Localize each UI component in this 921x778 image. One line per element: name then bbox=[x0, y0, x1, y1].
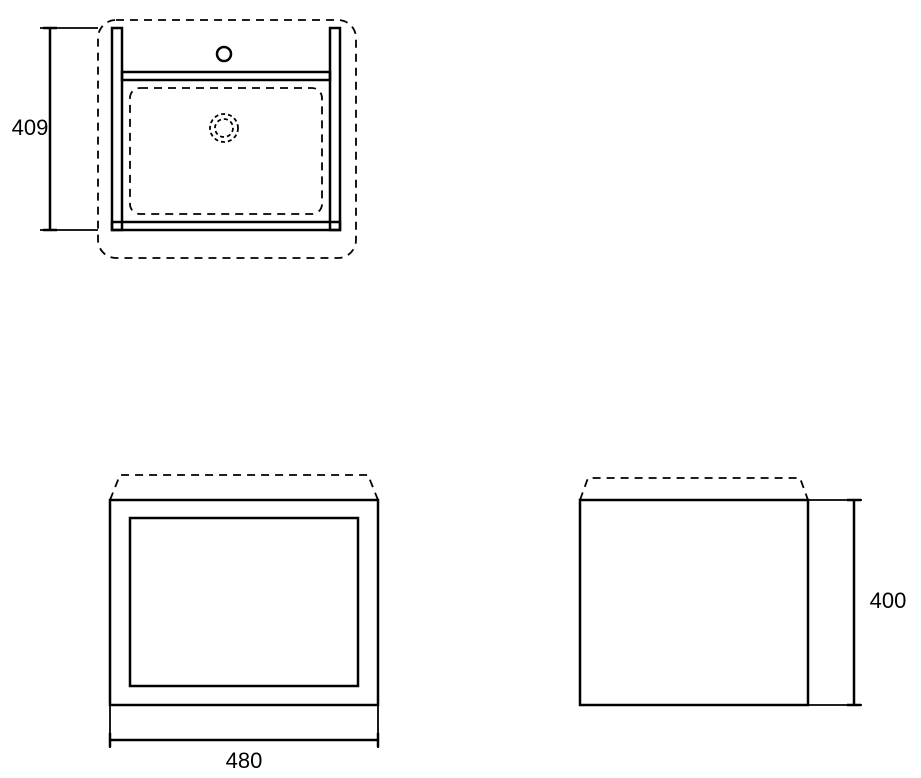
top-bowl-outline bbox=[130, 88, 322, 214]
dim-480-label: 480 bbox=[226, 748, 263, 773]
dim-409-label: 409 bbox=[12, 115, 49, 140]
top-right-rail bbox=[330, 28, 340, 230]
front-basin-outline bbox=[110, 475, 378, 500]
front-cabinet-inner bbox=[130, 518, 358, 686]
side-basin-outline bbox=[580, 478, 808, 500]
tap-hole bbox=[217, 47, 231, 61]
side-cabinet-outer bbox=[580, 500, 808, 705]
top-bottom-bar bbox=[112, 222, 340, 230]
dim-400-label: 400 bbox=[870, 588, 907, 613]
technical-drawing-canvas: 409 480 400 bbox=[0, 0, 921, 778]
drain-inner bbox=[215, 119, 233, 137]
top-left-rail bbox=[112, 28, 122, 230]
front-cabinet-outer bbox=[110, 500, 378, 705]
top-cross-bar bbox=[122, 72, 330, 80]
